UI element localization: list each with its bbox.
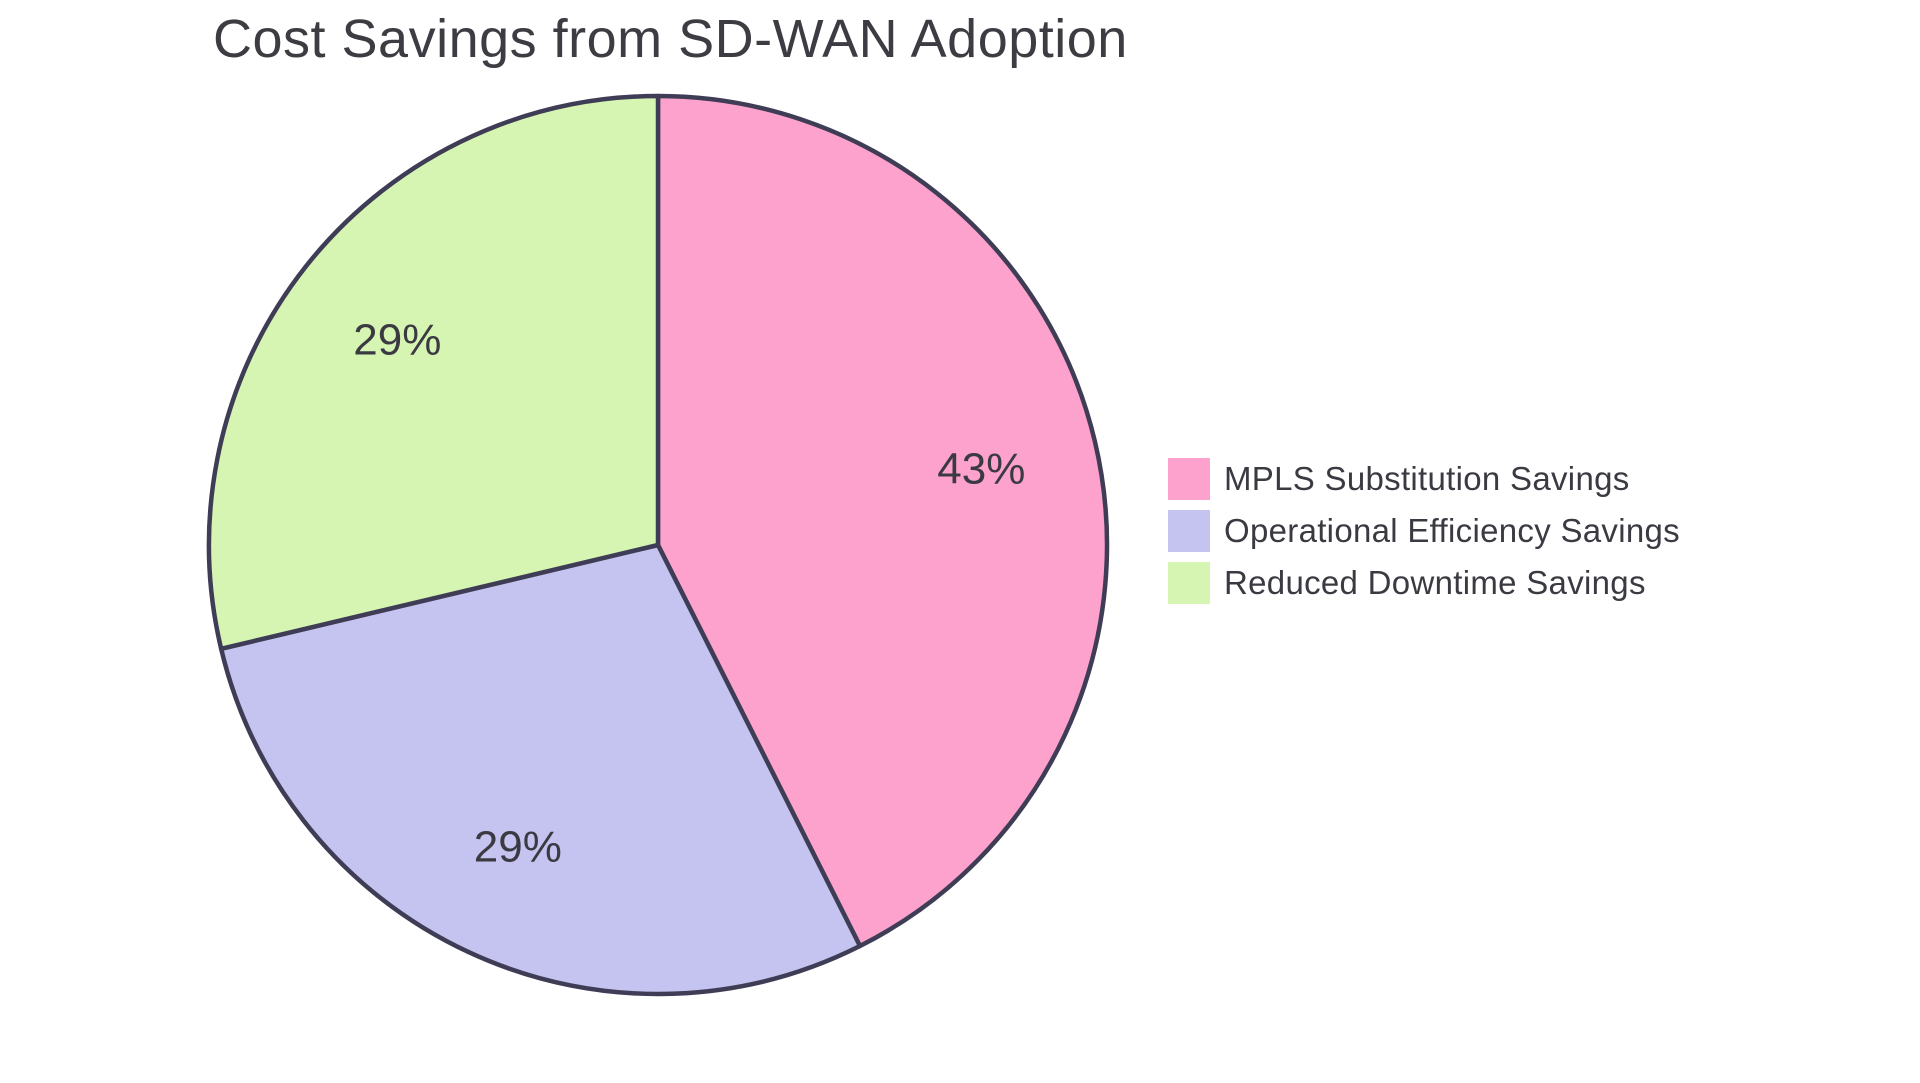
pie-slice-percent-label-mpls-substitution-savings: 43% [937,445,1025,494]
pie-slice-operational-efficiency-savings [218,542,863,997]
legend-label-reduced-downtime-savings: Reduced Downtime Savings [1224,564,1646,601]
legend-swatch-mpls-substitution-savings [1168,458,1210,500]
legend-label-operational-efficiency-savings: Operational Efficiency Savings [1224,512,1680,549]
pie-slice-percent-label-operational-efficiency-savings: 29% [474,823,562,872]
legend-item: Operational Efficiency Savings [1168,510,1680,552]
legend-item: MPLS Substitution Savings [1168,458,1680,500]
pie-slice-percent-label-reduced-downtime-savings: 29% [353,315,441,364]
chart-title: Cost Savings from SD-WAN Adoption [213,9,1128,69]
legend-label-mpls-substitution-savings: MPLS Substitution Savings [1224,460,1630,497]
legend: MPLS Substitution Savings Operational Ef… [1168,458,1680,604]
pie-slice-mpls-substitution-savings [655,93,1110,949]
legend-swatch-reduced-downtime-savings [1168,562,1210,604]
legend-swatch-operational-efficiency-savings [1168,510,1210,552]
legend-item: Reduced Downtime Savings [1168,562,1680,604]
pie-slice-reduced-downtime-savings [206,93,661,652]
